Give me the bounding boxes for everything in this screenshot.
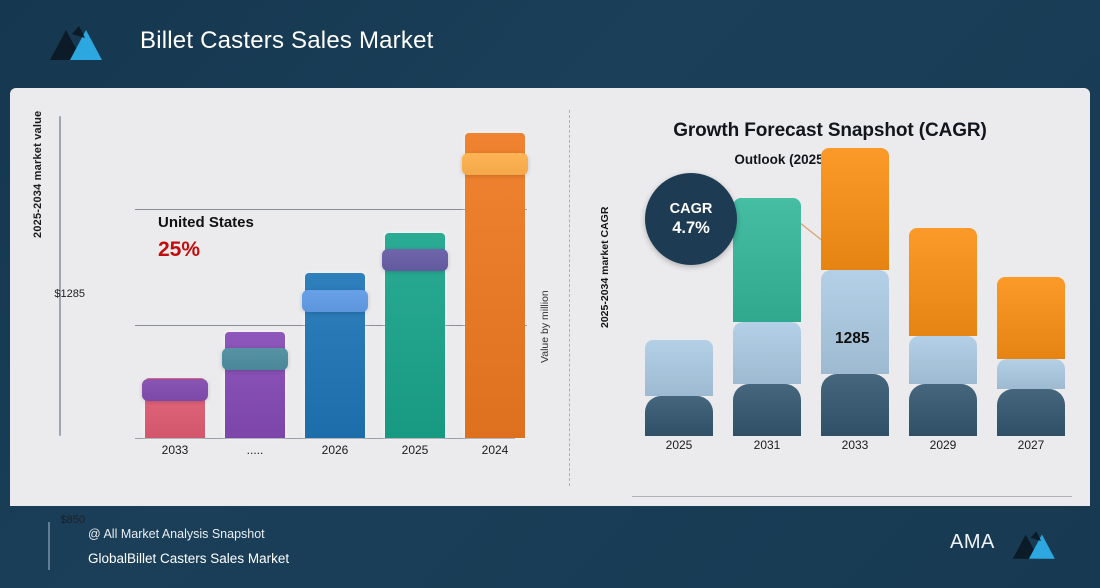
- right-bar-segment-top: [909, 228, 977, 336]
- page-title: Billet Casters Sales Market: [140, 27, 434, 54]
- left-bar-cap: [382, 249, 448, 271]
- right-bar-segment-base: [909, 384, 977, 436]
- left-bar-cap: [462, 153, 528, 175]
- footer: @ All Market Analysis Snapshot GlobalBil…: [0, 506, 1100, 588]
- right-x-axis-labels: 2025 2031 2033 2029 2027: [635, 438, 1075, 458]
- left-gridline-upper: [135, 209, 527, 210]
- left-bar-cap: [142, 379, 208, 401]
- right-bar-segment-top: [821, 148, 889, 270]
- cagr-badge: CAGR 4.7%: [645, 173, 737, 265]
- ama-mountain-logo-icon: [1005, 528, 1061, 562]
- right-bar-segment-base: [997, 389, 1065, 436]
- content-panel: 2025-2034 market value United States 25%…: [10, 88, 1090, 526]
- ama-mountain-logo-icon: [46, 22, 104, 64]
- left-secondary-axis-title: Value by million: [539, 290, 551, 363]
- right-bar-segment-mid: [997, 359, 1065, 389]
- right-y-axis-title: 2025-2034 market CAGR: [599, 206, 611, 328]
- right-chart: 2025-2034 market CAGR Growth Forecast Sn…: [570, 88, 1090, 506]
- right-stacked-bar: [733, 198, 801, 436]
- left-x-axis-labels: 2033..... 2026 2025 2024: [135, 443, 535, 463]
- footer-brand-text: AMA: [950, 531, 995, 553]
- left-tick-label-upper: $1285: [54, 288, 85, 300]
- left-bar: [465, 133, 525, 438]
- left-bar-cap: [302, 290, 368, 312]
- left-plot-area: [135, 108, 535, 438]
- left-x-label: .....: [246, 443, 264, 457]
- panel-divider: [569, 110, 570, 486]
- left-x-label: 2025: [401, 443, 429, 457]
- right-plot-area: [635, 148, 1075, 436]
- right-x-label: 2031: [753, 438, 781, 452]
- callout-percent: 25%: [158, 238, 201, 261]
- footer-accent-bar: [48, 522, 50, 570]
- value-label-1285: 1285: [835, 330, 870, 347]
- right-x-label: 2033: [841, 438, 869, 452]
- footer-line-1: @ All Market Analysis Snapshot: [88, 527, 265, 541]
- left-bar-cap: [222, 348, 288, 370]
- left-tick-label-lower: $850: [60, 514, 85, 526]
- left-x-label: 2026: [321, 443, 349, 457]
- left-chart: 2025-2034 market value United States 25%…: [10, 88, 558, 526]
- right-bar-segment-mid: [733, 322, 801, 384]
- right-bar-segment-base: [733, 384, 801, 436]
- right-bar-segment-mid: [821, 270, 889, 374]
- left-y-axis-title: 2025-2034 market value: [32, 110, 44, 238]
- footer-line-2: GlobalBillet Casters Sales Market: [88, 551, 290, 566]
- cagr-badge-value: 4.7%: [672, 218, 710, 237]
- cagr-badge-label: CAGR: [669, 200, 713, 217]
- right-bar-segment-top: [997, 277, 1065, 359]
- right-x-label: 2027: [1017, 438, 1045, 452]
- right-bar-segment-top-alt: [733, 198, 801, 322]
- left-baseline: [135, 438, 515, 439]
- right-chart-title: Growth Forecast Snapshot (CAGR): [673, 120, 987, 141]
- left-y-axis-line: [59, 116, 61, 436]
- right-bar-segment-mid: [909, 336, 977, 384]
- right-stacked-bar: [997, 277, 1065, 436]
- callout-country: United States: [158, 214, 254, 231]
- header: Billet Casters Sales Market: [0, 0, 1100, 86]
- right-x-label: 2025: [665, 438, 693, 452]
- right-baseline: [632, 496, 1072, 497]
- left-x-label: 2033: [161, 443, 189, 457]
- right-bar-segment-mid: [645, 340, 713, 396]
- right-bar-segment-base: [821, 374, 889, 436]
- right-x-label: 2029: [929, 438, 957, 452]
- right-bar-segment-base: [645, 396, 713, 436]
- right-stacked-bar: [645, 340, 713, 436]
- right-stacked-bar: [909, 228, 977, 436]
- right-stacked-bar: [821, 148, 889, 436]
- left-x-label: 2024: [481, 443, 509, 457]
